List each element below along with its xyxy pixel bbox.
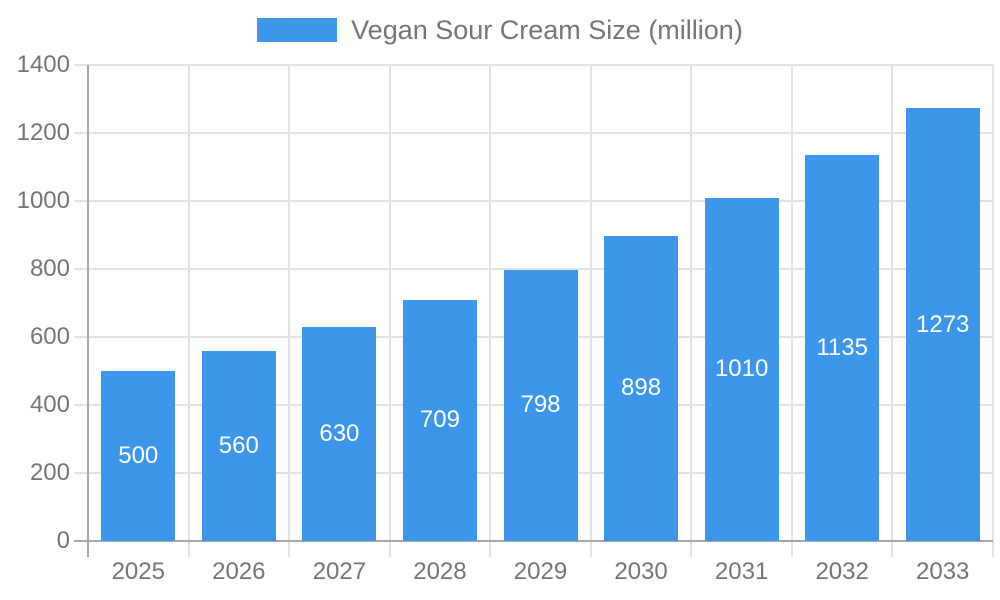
v-gridline: [891, 65, 894, 557]
v-gridline: [589, 65, 592, 557]
h-gridline: [74, 200, 993, 202]
bar-2033[interactable]: 1273: [905, 108, 980, 541]
y-axis-line: [87, 65, 89, 557]
y-tick-label: 800: [29, 255, 70, 282]
x-tick-label: 2026: [212, 558, 266, 585]
bar-value-label: 500: [118, 442, 159, 469]
y-tick-label: 1000: [16, 187, 70, 214]
h-gridline: [74, 64, 993, 66]
plot-area: 500 560 630 709 798 898 1010 1135 1273: [74, 64, 994, 557]
h-gridline: [74, 132, 993, 134]
bar-2027[interactable]: 630: [302, 326, 377, 541]
bar-value-label: 898: [621, 374, 662, 402]
v-gridline: [489, 65, 492, 557]
x-axis-line: [74, 540, 993, 542]
x-tick-label: 2027: [312, 558, 367, 585]
x-tick-label: 2025: [111, 558, 165, 585]
legend-swatch[interactable]: [257, 18, 338, 42]
y-tick-label: 400: [29, 391, 70, 418]
bar-value-label: 1010: [714, 355, 769, 383]
y-tick-label: 1400: [16, 51, 70, 78]
bar-2026[interactable]: 560: [201, 350, 276, 541]
bar-value-label: 709: [419, 406, 460, 434]
x-tick-label: 2032: [815, 558, 869, 585]
y-tick-label: 1200: [16, 119, 70, 146]
legend-label[interactable]: Vegan Sour Cream Size (million): [351, 15, 743, 45]
bar-2032[interactable]: 1135: [805, 155, 880, 541]
bar-2031[interactable]: 1010: [704, 197, 779, 541]
x-tick-label: 2030: [614, 558, 668, 585]
bar-2030[interactable]: 898: [604, 235, 679, 541]
bar-value-label: 560: [218, 431, 259, 459]
x-tick-label: 2031: [714, 558, 769, 585]
y-tick-label: 0: [56, 527, 70, 554]
bar-value-label: 1135: [816, 334, 868, 362]
legend: Vegan Sour Cream Size (million): [0, 15, 1000, 45]
y-tick-label: 200: [29, 459, 70, 486]
x-tick-label: 2033: [916, 558, 970, 585]
v-gridline: [388, 65, 391, 557]
y-tick-label: 600: [29, 323, 70, 350]
x-tick-label: 2028: [413, 558, 467, 585]
v-gridline: [690, 65, 693, 557]
bar-value-label: 1273: [916, 310, 970, 338]
v-gridline: [288, 65, 291, 557]
bar-2029[interactable]: 798: [503, 269, 578, 541]
x-tick-label: 2029: [513, 558, 568, 585]
bar-2028[interactable]: 709: [402, 299, 477, 541]
v-gridline: [790, 65, 793, 557]
v-gridline: [187, 65, 190, 557]
v-gridline: [992, 65, 994, 557]
h-gridline: [74, 268, 993, 270]
bar-2025[interactable]: 500: [101, 371, 176, 541]
bar-value-label: 798: [520, 391, 561, 419]
bar-value-label: 630: [319, 419, 360, 447]
